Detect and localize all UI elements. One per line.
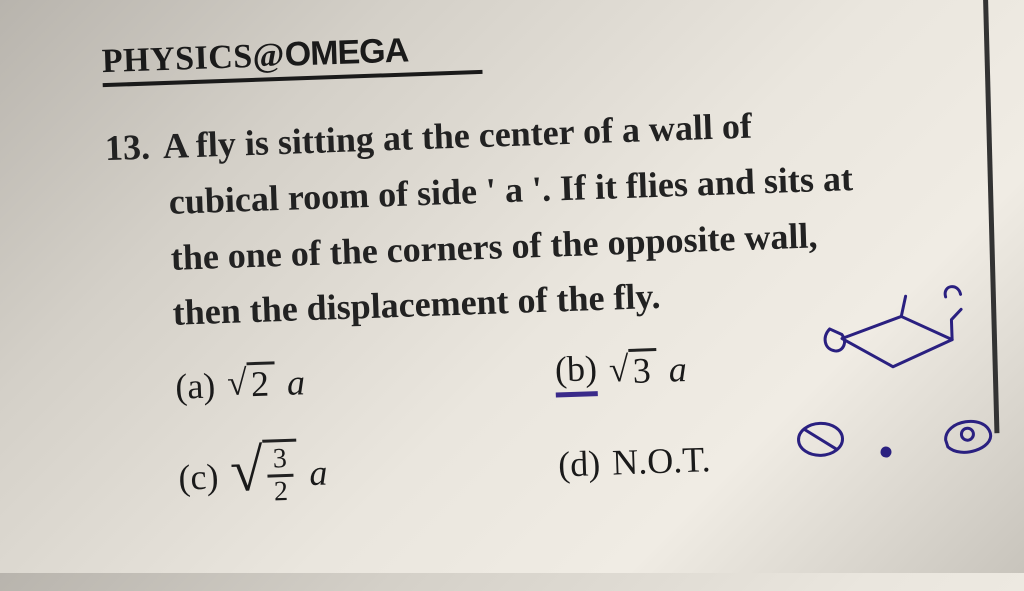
fraction: 3 2 [266,444,294,507]
option-d-label: (d) [557,442,600,485]
option-c: (c) √ 3 2 a [177,432,499,512]
option-c-label: (c) [178,455,219,498]
option-b-label-underlined: (b) [554,347,598,397]
pen-doodle-cube [810,274,984,410]
radical-icon: √ [229,446,264,495]
option-c-frac: 3 2 [262,439,298,509]
pen-dot [876,442,897,463]
option-c-var: a [309,451,328,494]
question-number: 13. [104,119,164,177]
option-b-var: a [668,348,687,391]
radical-icon: √ [608,351,629,388]
frac-num: 3 [266,444,293,477]
header: PHYSICS@OMEGA [101,12,976,87]
option-a-radicand: 2 [246,362,275,406]
brand-prefix: PHYSICS@ [101,37,285,80]
pen-scribble-1 [784,408,856,470]
brand-suffix: OMEGA [284,31,409,73]
page-content: PHYSICS@OMEGA 13.A fly is sitting at the… [0,0,1024,538]
option-b-label: (b) [554,348,597,389]
option-a: (a) √ 2 a [175,354,496,408]
option-d-text: N.O.T. [611,438,711,483]
brand: PHYSICS@OMEGA [101,32,409,80]
option-b-radicand: 3 [628,348,657,392]
option-a-sqrt: √ 2 [226,362,275,406]
option-a-label: (a) [175,364,216,407]
pen-scribble-2 [934,403,1006,465]
option-b-sqrt: √ 3 [608,348,657,392]
option-c-sqrt: √ 3 2 [229,439,298,510]
radical-icon: √ [227,365,248,402]
frac-den: 2 [267,476,294,506]
option-a-var: a [286,361,305,404]
